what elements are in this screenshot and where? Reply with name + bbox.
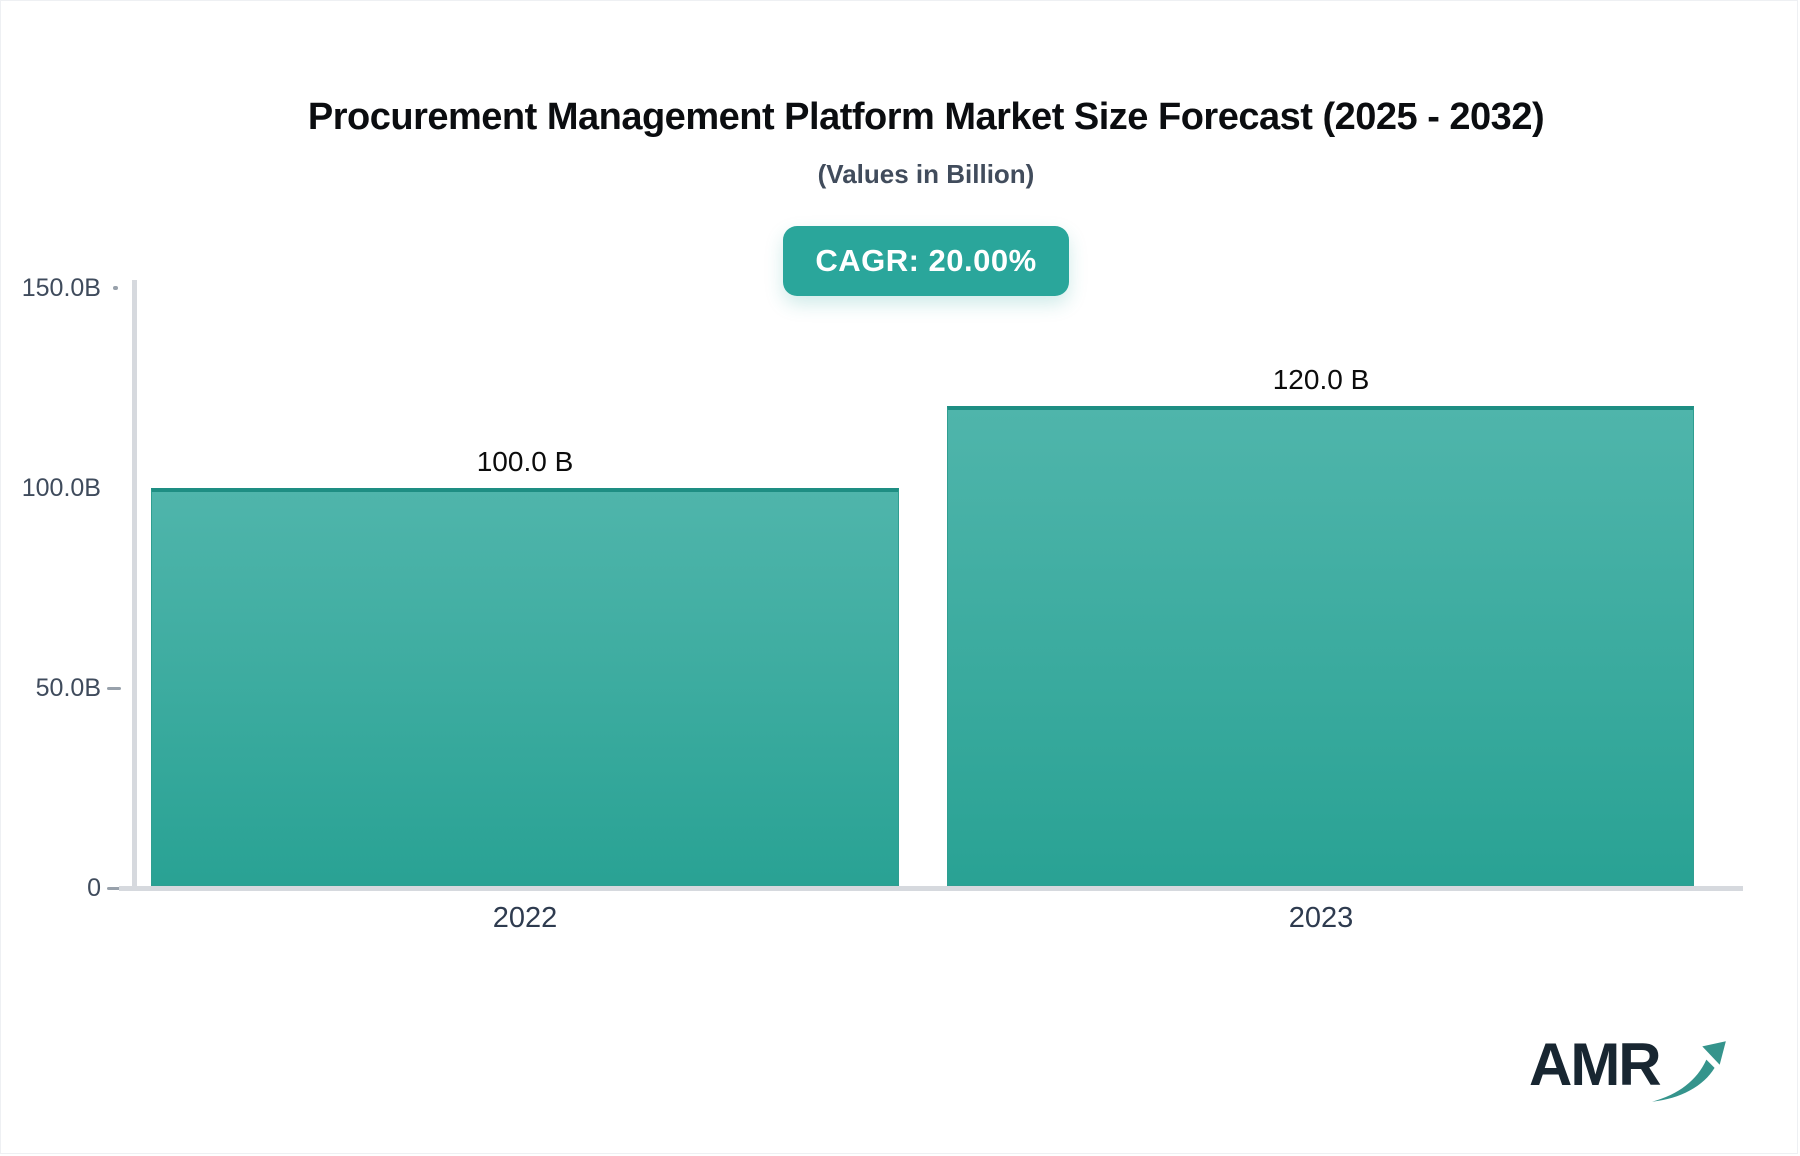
chart-header: Procurement Management Platform Market S… [126, 1, 1726, 296]
y-tick-50 [107, 687, 121, 690]
y-axis-label-150: 150.0B [21, 274, 101, 302]
amr-logo: AMR [1529, 1035, 1732, 1114]
trend-up-arrow-icon [1650, 1037, 1732, 1114]
chart-title: Procurement Management Platform Market S… [307, 96, 1545, 138]
y-axis-label-50: 50.0B [35, 674, 101, 702]
bar-value-label-2023: 120.0 B [1272, 364, 1370, 395]
y-axis-line [132, 280, 137, 891]
chart-subtitle: (Values in Billion) [817, 159, 1035, 189]
x-axis-label-2022: 2022 [492, 902, 558, 934]
y-axis-label-0: 0 [87, 874, 101, 902]
bar-2023 [947, 406, 1694, 886]
y-axis-label-100: 100.0B [21, 474, 101, 502]
amr-logo-text: AMR [1529, 1031, 1662, 1098]
cagr-badge: CAGR: 20.00% [783, 226, 1069, 296]
x-axis-line [119, 886, 1743, 891]
bar-value-label-2022: 100.0 B [476, 446, 574, 477]
y-tick-0 [107, 887, 121, 890]
x-axis-label-2023: 2023 [1288, 902, 1354, 934]
bar-2022 [151, 488, 899, 886]
y-tick-150 [113, 286, 118, 290]
